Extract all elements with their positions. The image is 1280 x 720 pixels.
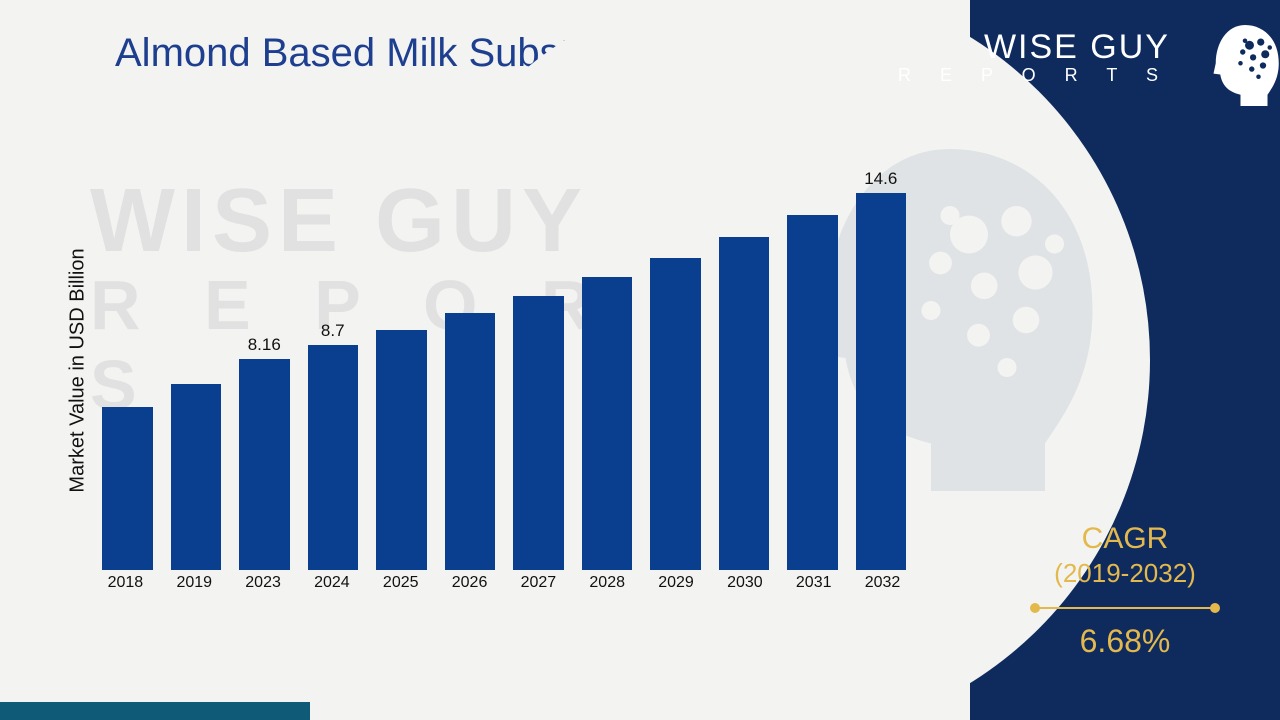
brand-logo: WISE GUY R E P O R T S xyxy=(898,28,1170,86)
cagr-box: CAGR (2019-2032) 6.68% xyxy=(1000,522,1250,660)
bar-column xyxy=(102,383,153,570)
bar xyxy=(376,330,427,570)
bar xyxy=(719,237,770,570)
brand-subtitle: R E P O R T S xyxy=(898,65,1170,86)
bar-value-label: 14.6 xyxy=(864,169,897,189)
x-tick-label: 2026 xyxy=(444,574,495,592)
bar xyxy=(239,359,290,570)
bar-value-label: 8.16 xyxy=(248,335,281,355)
bar xyxy=(650,258,701,570)
x-tick-label: 2019 xyxy=(169,574,220,592)
y-axis-label: Market Value in USD Billion xyxy=(67,248,90,492)
bar xyxy=(171,384,222,570)
x-tick-label: 2029 xyxy=(651,574,702,592)
bar xyxy=(445,313,496,570)
bar-column xyxy=(445,289,496,570)
bar-chart: Market Value in USD Billion 8.168.714.6 … xyxy=(58,170,908,600)
brand-head-icon xyxy=(1200,18,1280,113)
bar-column xyxy=(582,253,633,570)
bar-column xyxy=(513,272,564,570)
bar xyxy=(787,215,838,570)
y-axis-label-wrap: Market Value in USD Billion xyxy=(58,170,98,570)
bar xyxy=(102,407,153,570)
x-tick-label: 2031 xyxy=(788,574,839,592)
cagr-period: (2019-2032) xyxy=(1000,558,1250,589)
x-axis-labels: 2018 2019 2023 2024 2025 2026 2027 2028 2029 2030… xyxy=(100,574,908,592)
bottom-stripe xyxy=(0,702,310,720)
bar-column xyxy=(376,306,427,570)
bar xyxy=(582,277,633,570)
bar-column xyxy=(787,191,838,570)
cagr-title: CAGR xyxy=(1000,522,1250,556)
x-tick-label: 2018 xyxy=(100,574,151,592)
page-root: WISE GUY R E P O R T S Almond Based Milk… xyxy=(0,0,1280,720)
bar-column: 8.16 xyxy=(239,335,290,570)
bar-column xyxy=(719,213,770,570)
x-tick-label: 2027 xyxy=(513,574,564,592)
bar xyxy=(308,345,359,570)
x-tick-label: 2024 xyxy=(306,574,357,592)
bars-area: 8.16 8.7 14.6 xyxy=(100,170,908,570)
bar-column xyxy=(171,360,222,570)
bar-column: 14.6 xyxy=(856,169,907,570)
bar-value-label: 8.7 xyxy=(321,321,345,341)
x-tick-label: 2028 xyxy=(582,574,633,592)
cagr-divider-icon xyxy=(1035,607,1215,609)
x-tick-label: 2032 xyxy=(857,574,908,592)
bar xyxy=(513,296,564,570)
bar xyxy=(856,193,907,570)
x-tick-label: 2025 xyxy=(375,574,426,592)
bar-column xyxy=(650,234,701,570)
x-tick-label: 2023 xyxy=(238,574,289,592)
brand-name: WISE GUY xyxy=(898,28,1170,67)
bar-column: 8.7 xyxy=(308,321,359,570)
cagr-value: 6.68% xyxy=(1000,623,1250,660)
x-tick-label: 2030 xyxy=(719,574,770,592)
